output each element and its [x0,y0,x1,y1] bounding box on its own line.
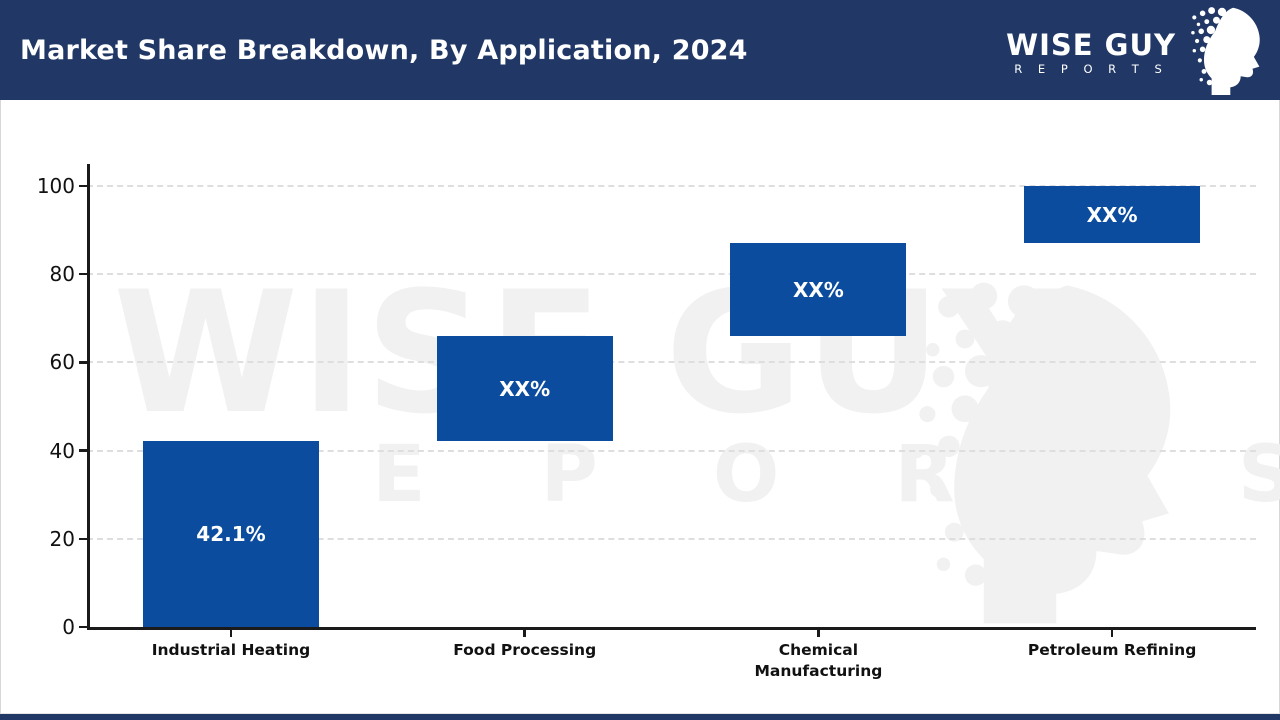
y-tick-label: 100 [36,174,75,198]
footer-strip [0,714,1280,720]
y-tick-label: 80 [49,262,75,287]
x-tick [523,629,526,637]
wise-guy-logo: WISE GUY R E P O R T S [1006,5,1266,95]
bar-2: XX% [436,335,613,442]
y-tick-label: 60 [49,350,75,375]
page-title: Market Share Breakdown, By Application, … [20,34,748,66]
logo-text: WISE GUY R E P O R T S [1006,30,1176,77]
bar-1: 42.1% [143,441,319,627]
bar-value-label: 42.1% [196,522,266,547]
dotted-head-icon [1191,7,1260,95]
bar-4: XX% [1024,186,1201,244]
bar-value-label: XX% [792,277,844,302]
x-tick-label: Petroleum Refining [1027,641,1197,659]
header: Market Share Breakdown, By Application, … [0,0,1280,100]
y-tick-label: 20 [49,526,75,551]
x-axis [87,627,1256,630]
y-axis [87,163,90,630]
x-tick [817,629,820,637]
y-tick [79,449,87,452]
logo-subtitle: R E P O R T S [1014,61,1168,76]
x-tick [1110,629,1114,637]
y-gridline [87,185,1256,187]
y-tick [79,184,87,188]
y-gridline [87,537,1256,540]
bar-3: XX% [730,243,907,336]
y-gridline [87,273,1256,276]
x-tick-label: Food Processing [453,641,597,659]
y-tick [79,272,87,276]
chart-canvas: WISE GUY R E P O R T S 0 20 40 60 80 100 42.1%… [0,100,1280,714]
y-gridline [87,449,1256,452]
y-tick [79,361,87,364]
y-tick [79,625,87,629]
y-tick-label: 40 [49,438,75,463]
x-tick-label: Industrial Heating [151,641,311,659]
bar-value-label: XX% [1086,202,1138,227]
x-tick-label: Chemical Manufacturing [754,641,883,680]
bar-value-label: XX% [499,376,551,401]
y-gridline [87,361,1256,364]
watermark-dotted-head-icon [904,282,1171,624]
logo-wordmark: WISE GUY [1006,27,1176,62]
y-tick-label: 0 [62,615,75,639]
y-tick [79,537,87,541]
x-tick [229,629,233,637]
